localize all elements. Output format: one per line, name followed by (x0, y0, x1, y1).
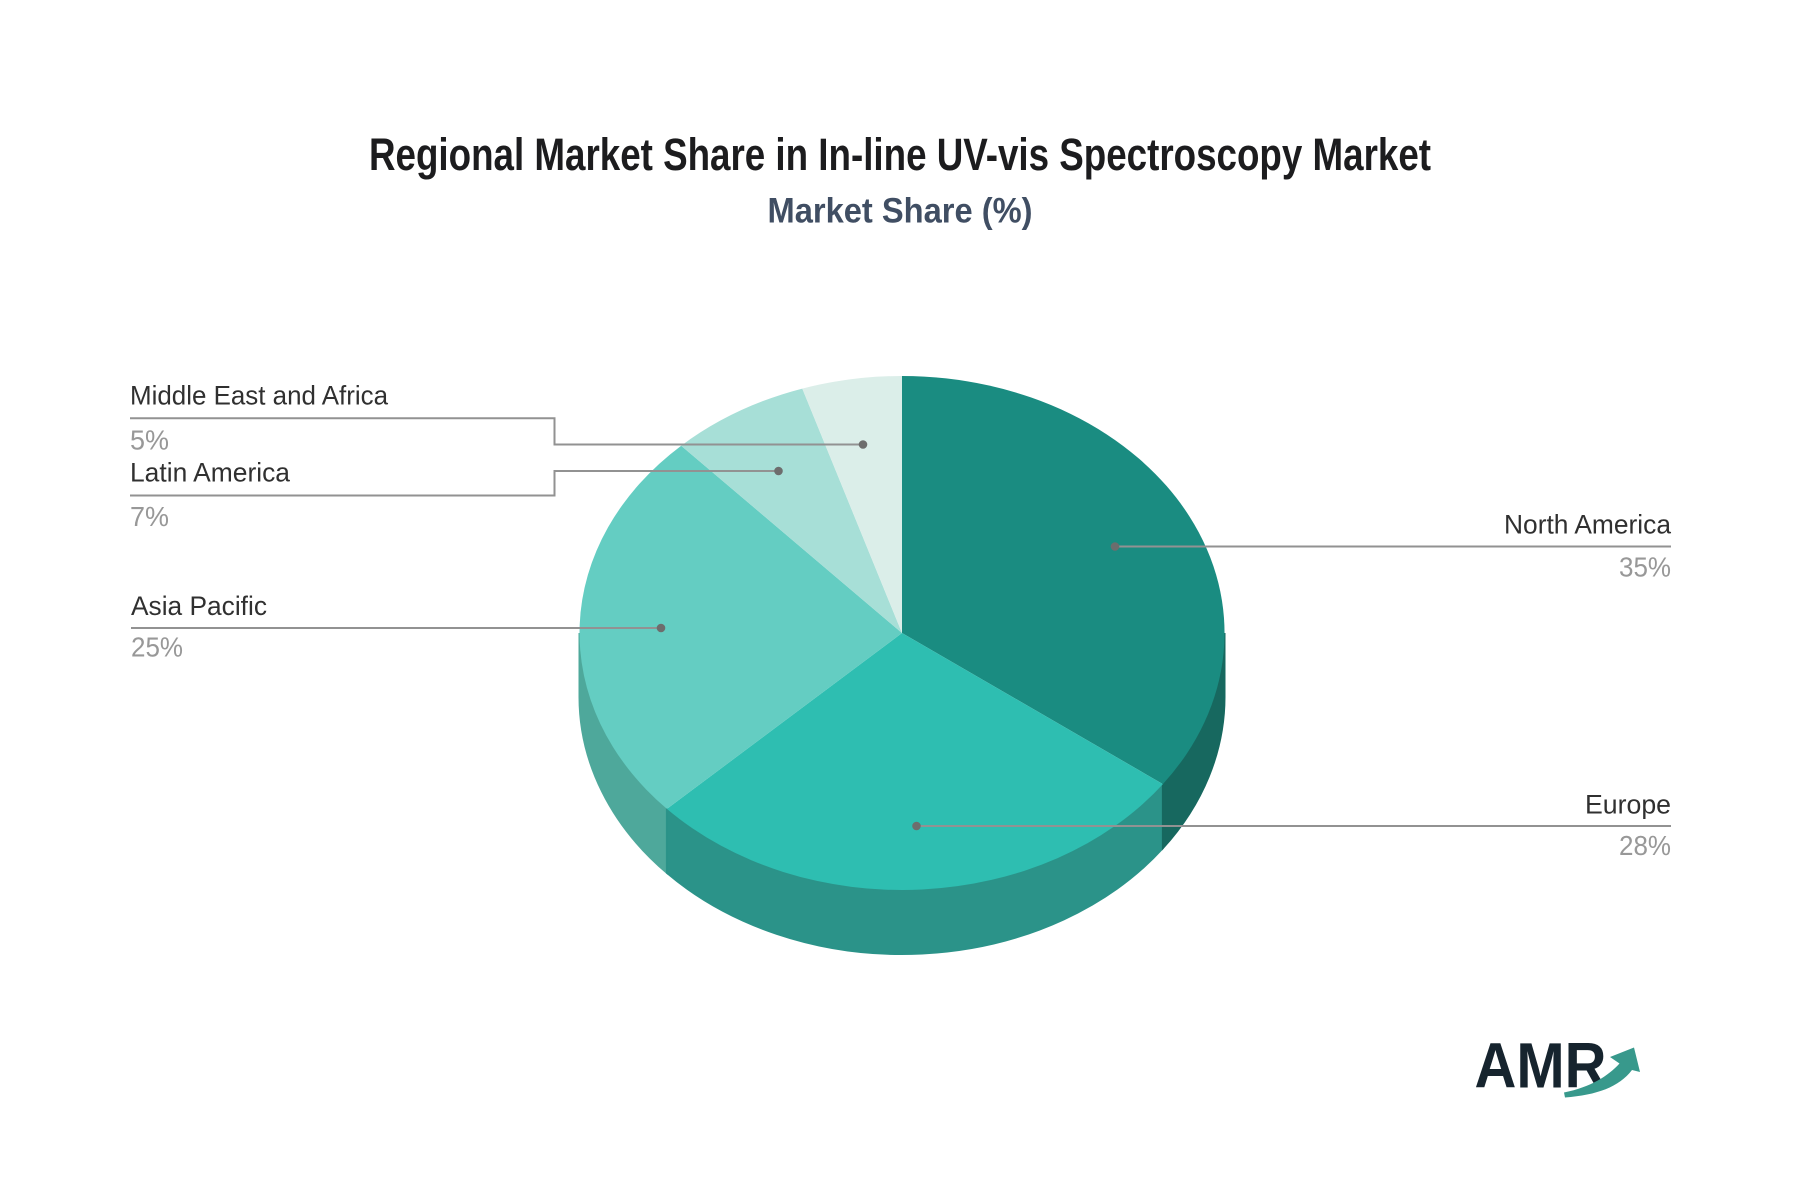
svg-text:Latin America: Latin America (130, 458, 291, 488)
svg-text:Asia Pacific: Asia Pacific (131, 591, 267, 621)
svg-text:Market Share (%): Market Share (%) (768, 191, 1033, 230)
svg-text:35%: 35% (1619, 552, 1671, 583)
svg-text:Regional Market Share in In-li: Regional Market Share in In-line UV-vis … (369, 129, 1431, 180)
svg-text:Europe: Europe (1585, 789, 1671, 819)
svg-text:7%: 7% (130, 501, 169, 532)
svg-text:North America: North America (1504, 509, 1672, 539)
svg-text:Middle East and Africa: Middle East and Africa (130, 381, 389, 411)
svg-text:5%: 5% (130, 424, 169, 455)
svg-text:28%: 28% (1619, 830, 1671, 861)
svg-text:25%: 25% (131, 632, 183, 663)
